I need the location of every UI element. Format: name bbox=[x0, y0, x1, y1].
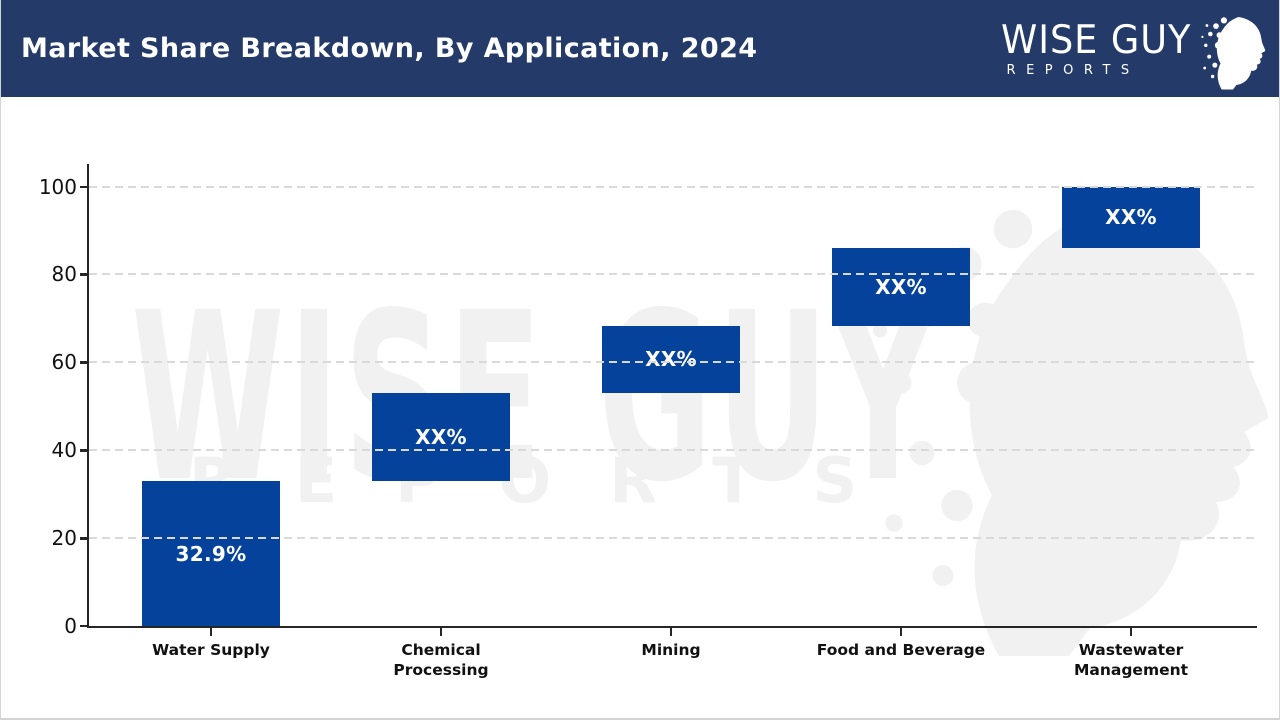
y-axis-tick-mark bbox=[80, 449, 89, 452]
bar-segment: 32.9% bbox=[142, 481, 280, 626]
y-axis-tick-label: 40 bbox=[51, 438, 77, 463]
bar-value-label: XX% bbox=[1105, 205, 1157, 230]
bar-value-label: XX% bbox=[645, 347, 697, 372]
y-axis-tick-label: 0 bbox=[64, 614, 77, 638]
wiseguy-logo: WISE GUY REPORTS bbox=[1001, 0, 1267, 97]
wiseguy-head-icon bbox=[1201, 16, 1266, 90]
header-bar: Market Share Breakdown, By Application, … bbox=[1, 0, 1279, 97]
y-axis-tick-label: 20 bbox=[51, 526, 77, 551]
bar-value-label: XX% bbox=[415, 425, 467, 450]
y-axis-tick-label: 100 bbox=[38, 174, 77, 199]
x-axis-tick-mark bbox=[1130, 628, 1133, 636]
y-axis-tick-mark bbox=[80, 361, 89, 364]
gridline bbox=[89, 449, 1257, 452]
watermark-wiseguy-text: WISE GUY bbox=[131, 263, 938, 533]
bar-value-label: XX% bbox=[875, 274, 927, 299]
bar-segment: XX% bbox=[602, 325, 740, 393]
x-axis-tick-mark bbox=[900, 628, 903, 636]
x-axis-tick-mark bbox=[210, 628, 213, 636]
x-axis-category-label: Chemical Processing bbox=[393, 641, 489, 679]
x-axis-tick-mark bbox=[440, 628, 443, 636]
gridline bbox=[89, 185, 1257, 188]
gridline bbox=[89, 361, 1257, 364]
gridline bbox=[89, 273, 1257, 276]
x-axis-line bbox=[86, 626, 1257, 629]
y-axis-line bbox=[86, 164, 89, 628]
chart-title: Market Share Breakdown, By Application, … bbox=[21, 33, 758, 64]
y-axis-tick-mark bbox=[80, 273, 89, 276]
y-axis-tick-mark bbox=[80, 537, 89, 540]
bar-value-label: 32.9% bbox=[175, 541, 247, 566]
x-axis-category-label: Water Supply bbox=[152, 641, 270, 659]
x-axis-category-label: Mining bbox=[641, 641, 701, 659]
x-axis-tick-mark bbox=[670, 628, 673, 636]
y-axis-tick-mark bbox=[80, 625, 89, 628]
bar-segment: XX% bbox=[832, 248, 970, 326]
chart-plot-area: 32.9% XX% XX% XX% XX% 0 20 40 60 80 100 Water Suppl… bbox=[1, 97, 1279, 718]
y-axis-tick-mark bbox=[80, 185, 89, 188]
y-axis-tick-label: 80 bbox=[51, 262, 77, 287]
bar-segment: XX% bbox=[372, 392, 510, 482]
logo-reports-text: REPORTS bbox=[1006, 62, 1140, 78]
logo-wiseguy-text: WISE GUY bbox=[1000, 18, 1191, 64]
watermark-reports-text: REPORTS bbox=[189, 444, 916, 517]
gridline bbox=[89, 537, 1257, 540]
x-axis-category-label: Wastewater Management bbox=[1073, 641, 1189, 679]
bar-segment: XX% bbox=[1062, 186, 1200, 249]
x-axis-category-label: Food and Beverage bbox=[816, 641, 986, 659]
y-axis-tick-label: 60 bbox=[51, 350, 77, 375]
